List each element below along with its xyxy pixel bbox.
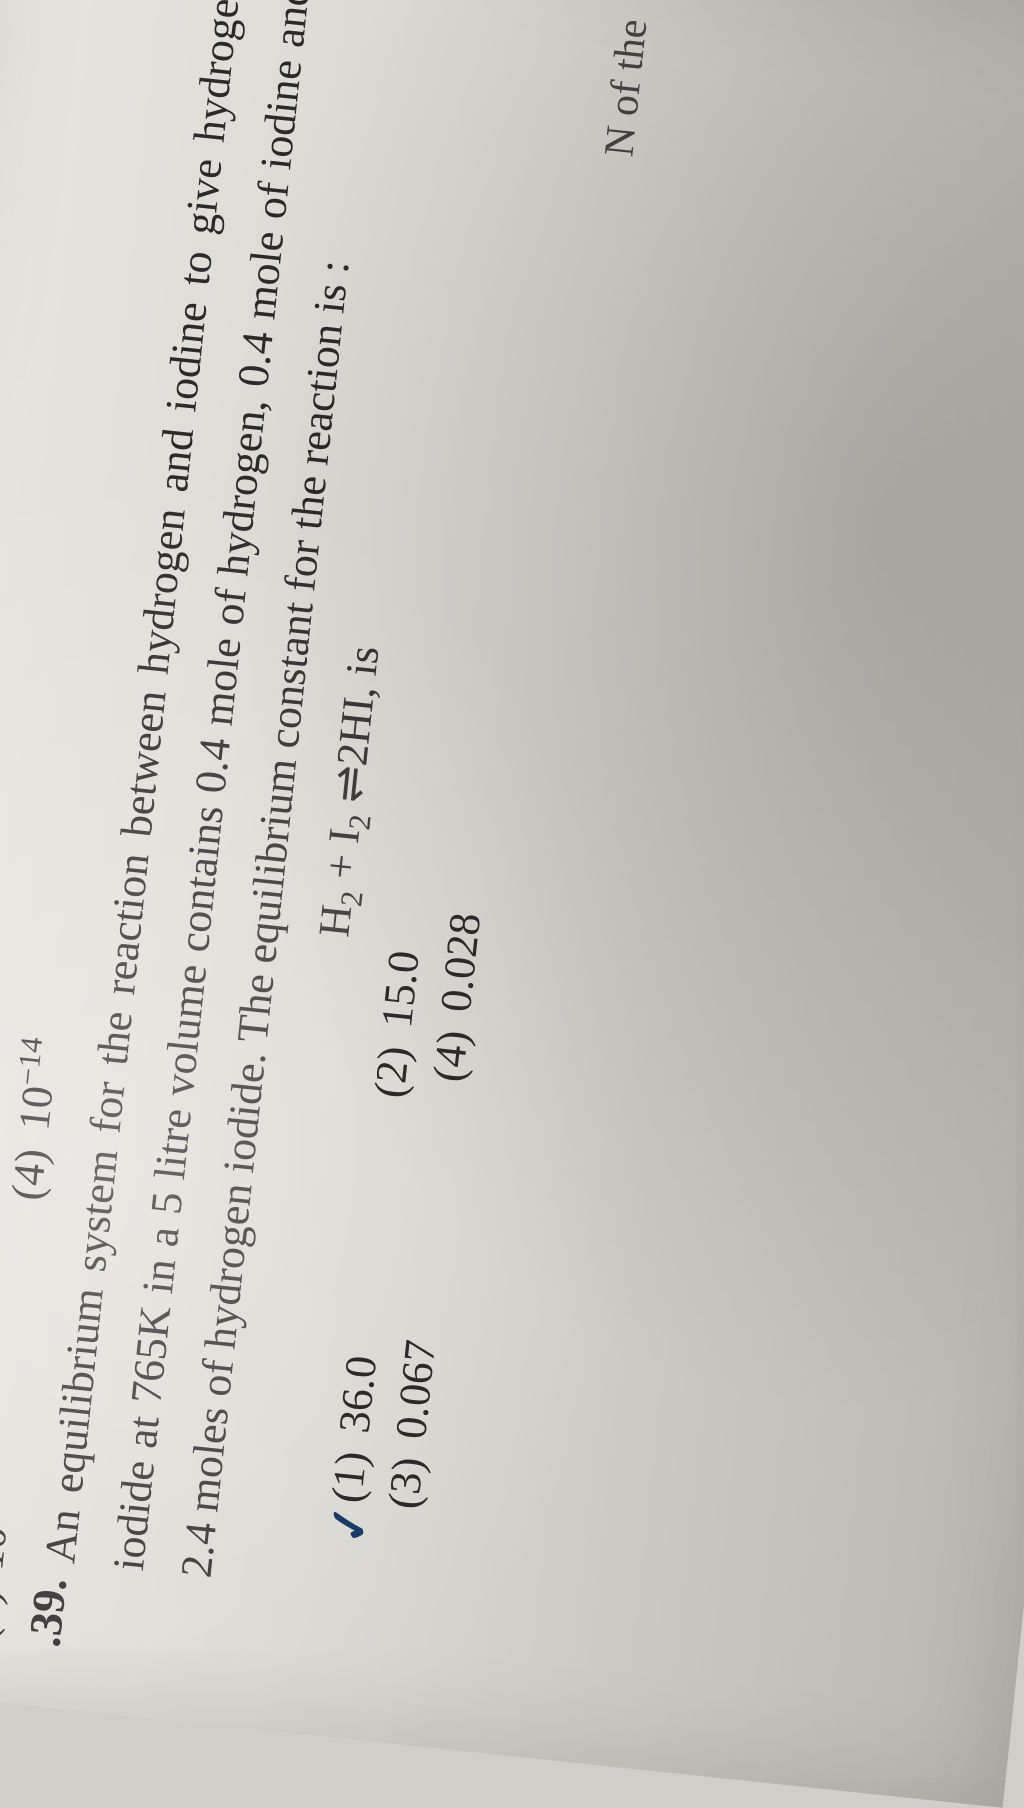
checkmark-icon: ✓ — [319, 1501, 380, 1547]
page-surface: ✓ (1) 10−5 (3) 10−13 (4) 10−14 .39. An e… — [0, 0, 1024, 1808]
prev-option-3: (3) 10−13 — [0, 1475, 23, 1642]
option-number: (1) — [322, 1449, 376, 1505]
option-number: (2) — [364, 1044, 418, 1100]
answer-option-2: (2) 15.0 — [363, 948, 429, 1100]
formula-tail: , is — [334, 644, 388, 700]
formula-rhs: 2HI — [327, 695, 383, 768]
answer-option-1: ✓ (1) 36.0 — [321, 1353, 387, 1505]
formula-plus: + — [315, 840, 367, 881]
formula-i2: I2 — [319, 811, 371, 846]
answer-option-4: (4) 0.028 — [422, 910, 490, 1084]
option-value: 36.0 — [329, 1353, 386, 1435]
prev-option-4: (4) 10−14 — [0, 1035, 69, 1202]
option-value: 0.067 — [386, 1338, 445, 1442]
option-number: (4) — [423, 1028, 477, 1084]
option-value: 10−13 — [0, 1476, 22, 1573]
option-number: (3) — [0, 1586, 10, 1642]
formula-h2: H2 — [309, 887, 363, 939]
option-value: 0.028 — [431, 911, 490, 1015]
answer-option-3: (3) 0.067 — [377, 1337, 445, 1511]
option-value: 15.0 — [372, 948, 429, 1030]
option-number: (4) — [2, 1146, 56, 1202]
equilibrium-arrows-icon: ⇌ — [323, 763, 376, 805]
option-value: 10−14 — [10, 1036, 68, 1133]
option-number: (3) — [378, 1455, 432, 1511]
